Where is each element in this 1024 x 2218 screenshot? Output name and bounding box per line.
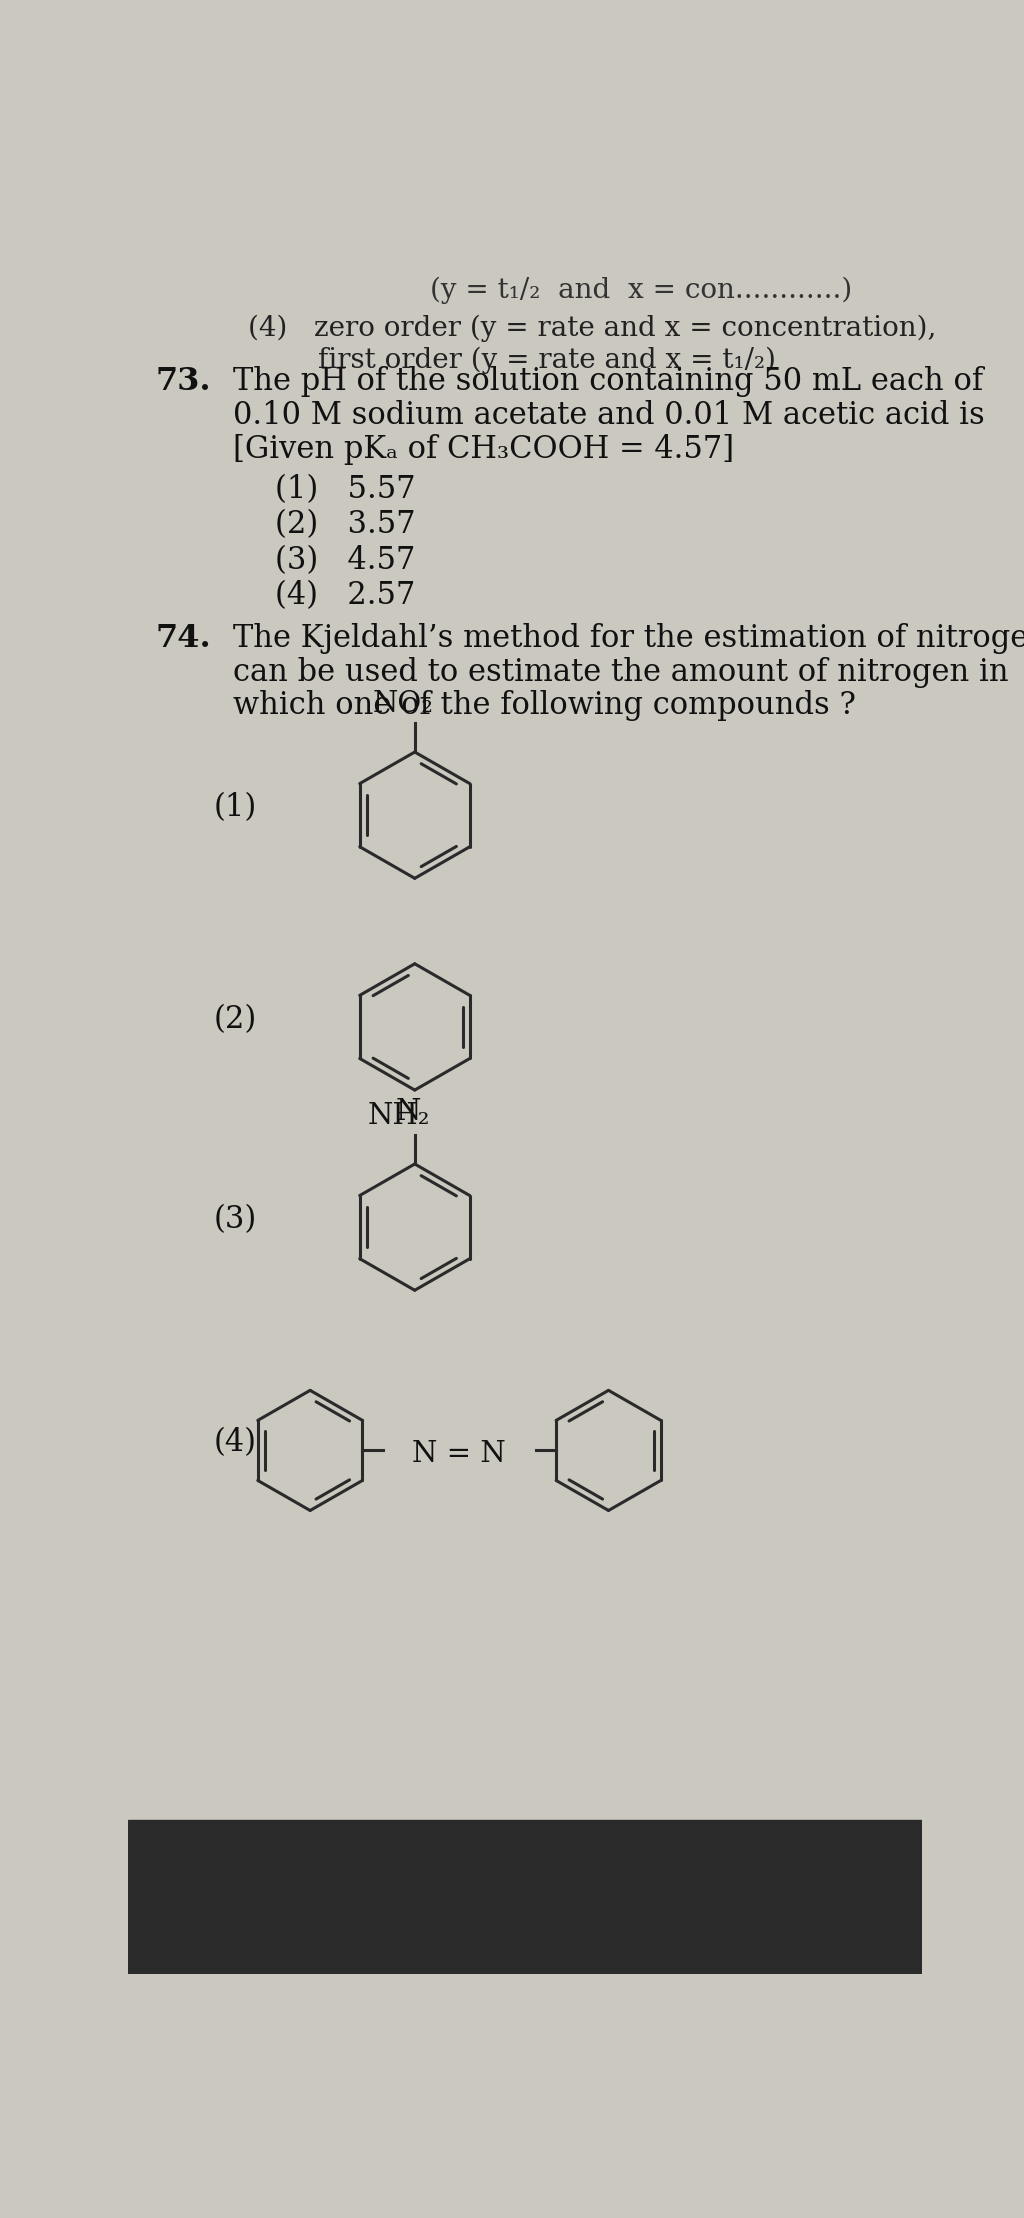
- Text: (1)   5.57: (1) 5.57: [275, 475, 416, 506]
- Text: NO₂: NO₂: [373, 690, 433, 719]
- Text: 73.: 73.: [155, 366, 211, 397]
- Bar: [128, 1821, 922, 1974]
- Text: [Given pKₐ of CH₃COOH = 4.57]: [Given pKₐ of CH₃COOH = 4.57]: [232, 435, 734, 466]
- Text: (2)   3.57: (2) 3.57: [275, 510, 416, 541]
- Text: 74.: 74.: [155, 623, 211, 654]
- Text: The pH of the solution containing 50 mL each of: The pH of the solution containing 50 mL …: [232, 366, 983, 397]
- Text: (y = t₁/₂  and  x = con............): (y = t₁/₂ and x = con............): [430, 277, 853, 304]
- Text: (3): (3): [213, 1204, 256, 1235]
- Text: 0.10 M sodium acetate and 0.01 M acetic acid is: 0.10 M sodium acetate and 0.01 M acetic …: [232, 399, 984, 430]
- Text: The Kjeldahl’s method for the estimation of nitrogen: The Kjeldahl’s method for the estimation…: [232, 623, 1024, 654]
- Text: (2): (2): [213, 1005, 256, 1036]
- Text: (4)   2.57: (4) 2.57: [275, 581, 416, 612]
- Text: can be used to estimate the amount of nitrogen in: can be used to estimate the amount of ni…: [232, 657, 1009, 688]
- Text: which one of the following compounds ?: which one of the following compounds ?: [232, 690, 855, 721]
- Text: (4): (4): [213, 1428, 256, 1457]
- Text: (1): (1): [213, 792, 256, 823]
- Text: N = N: N = N: [413, 1439, 506, 1468]
- Text: NH₂: NH₂: [368, 1102, 430, 1131]
- Text: first order (y = rate and x = t₁/₂): first order (y = rate and x = t₁/₂): [317, 346, 776, 375]
- Text: N: N: [396, 1098, 421, 1127]
- Text: (3)   4.57: (3) 4.57: [275, 546, 416, 577]
- Text: (4)   zero order (y = rate and x = concentration),: (4) zero order (y = rate and x = concent…: [248, 315, 937, 342]
